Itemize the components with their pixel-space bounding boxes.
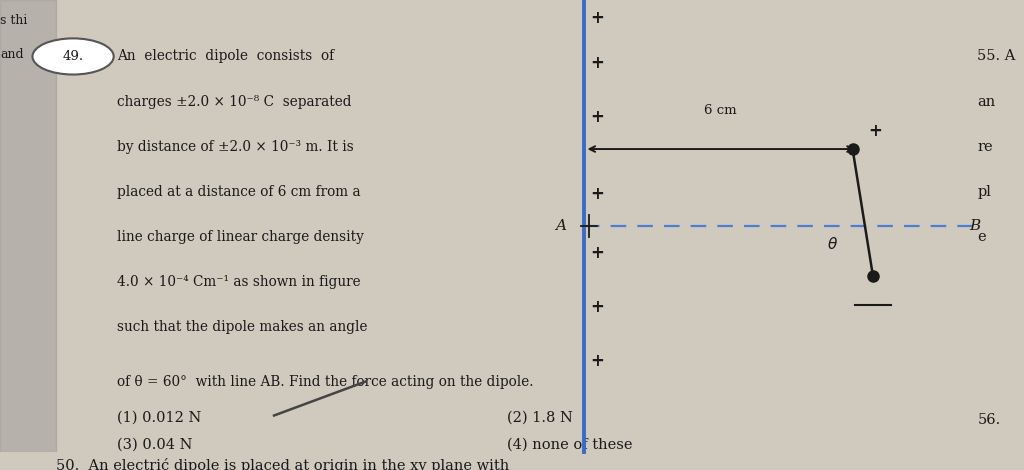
- Text: charges ±2.0 × 10⁻⁸ C  separated: charges ±2.0 × 10⁻⁸ C separated: [117, 94, 351, 109]
- Text: 49.: 49.: [62, 50, 84, 63]
- Text: 56.: 56.: [978, 413, 1000, 427]
- Text: s thi: s thi: [0, 14, 28, 26]
- Text: (3) 0.04 N: (3) 0.04 N: [117, 438, 193, 452]
- Text: B: B: [970, 219, 981, 233]
- Text: $\theta$: $\theta$: [826, 236, 838, 252]
- Text: +: +: [590, 9, 604, 27]
- Circle shape: [33, 39, 114, 75]
- Text: 4.0 × 10⁻⁴ Cm⁻¹ as shown in figure: 4.0 × 10⁻⁴ Cm⁻¹ as shown in figure: [117, 275, 360, 289]
- Text: an: an: [978, 94, 995, 109]
- Text: An  electric  dipole  consists  of: An electric dipole consists of: [117, 49, 334, 63]
- Text: e: e: [978, 230, 986, 244]
- Text: +: +: [590, 185, 604, 203]
- Text: +: +: [590, 244, 604, 262]
- Bar: [0, 0, 56, 452]
- Text: 6 cm: 6 cm: [705, 104, 737, 118]
- Text: +: +: [590, 109, 604, 126]
- Text: by distance of ±2.0 × 10⁻³ m. It is: by distance of ±2.0 × 10⁻³ m. It is: [117, 140, 353, 154]
- Text: +: +: [590, 298, 604, 316]
- Text: A: A: [555, 219, 566, 233]
- Text: placed at a distance of 6 cm from a: placed at a distance of 6 cm from a: [117, 185, 360, 199]
- Text: +: +: [868, 122, 882, 140]
- Text: re: re: [978, 140, 993, 154]
- Text: (1) 0.012 N: (1) 0.012 N: [117, 411, 201, 425]
- Text: pl: pl: [978, 185, 991, 199]
- Text: (2) 1.8 N: (2) 1.8 N: [508, 411, 573, 425]
- Text: line charge of linear charge density: line charge of linear charge density: [117, 230, 364, 244]
- Text: (4) none of these: (4) none of these: [508, 438, 633, 452]
- Text: +: +: [590, 352, 604, 370]
- Text: and: and: [0, 47, 24, 61]
- Text: such that the dipole makes an angle: such that the dipole makes an angle: [117, 321, 368, 335]
- Text: +: +: [590, 54, 604, 72]
- Text: of θ = 60°  with line AB. Find the force acting on the dipole.: of θ = 60° with line AB. Find the force …: [117, 375, 534, 389]
- Text: 50.  An electrić dipole is placed at origin in the xy plane with: 50. An electrić dipole is placed at orig…: [56, 458, 509, 470]
- Text: 55. A: 55. A: [978, 49, 1016, 63]
